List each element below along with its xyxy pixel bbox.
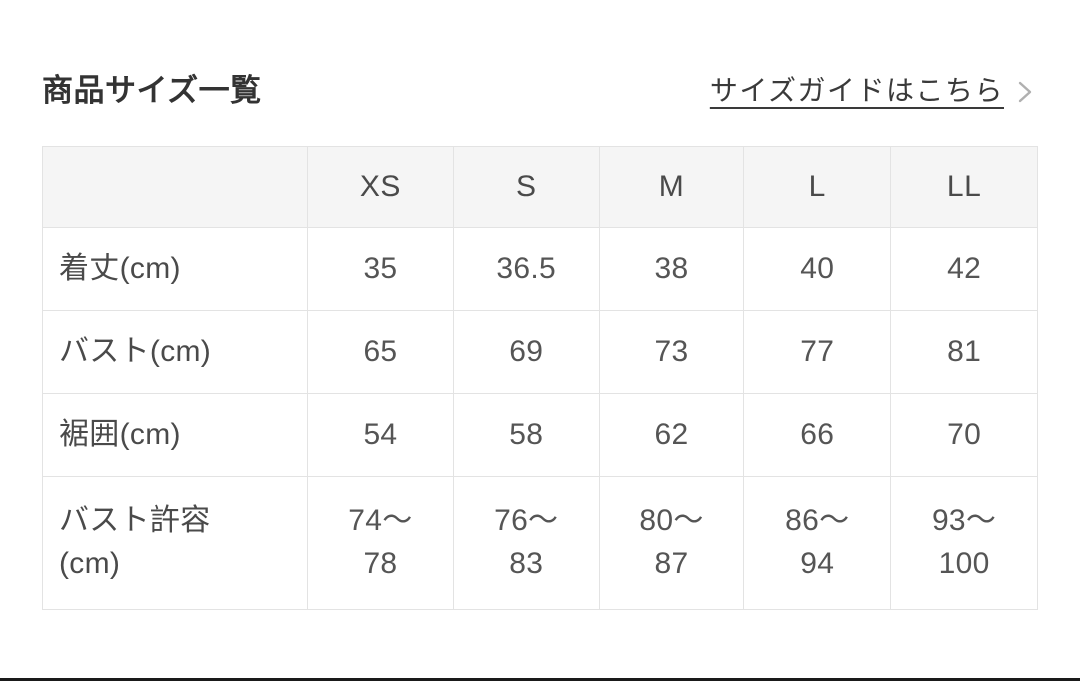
row-label-hem: 裾囲(cm) [41,393,309,477]
table-row: バスト(cm) 65 69 73 77 81 [41,310,1038,394]
cell-bust-tolerance-l-line2: 94 [800,547,835,580]
cell-bust-m: 73 [598,310,745,394]
bottom-divider [0,678,1080,681]
table-header-m: M [598,146,745,228]
size-guide-link-label: サイズガイドはこちら [709,75,1004,107]
row-label-bust-tolerance-line1: バスト許容 [59,504,211,538]
table-header-s: S [452,146,600,228]
table-header-xs: XS [307,146,454,228]
cell-bust-tolerance-s-line1: 76〜 [494,504,559,538]
size-table-container: XS S M L LL 着丈(cm) 35 36.5 38 40 42 バスト( [41,146,1038,610]
row-label-length: 着丈(cm) [41,227,309,311]
product-size-table: XS S M L LL 着丈(cm) 35 36.5 38 40 42 バスト( [41,146,1038,610]
cell-bust-xs: 65 [307,310,454,394]
cell-bust-tolerance-ll-line2: 100 [938,547,990,580]
cell-bust-tolerance-l: 86〜 94 [743,476,892,610]
section-header: 商品サイズ一覧 サイズガイドはこちら [42,60,1038,122]
cell-bust-tolerance-m-line2: 87 [654,547,689,580]
table-row: 裾囲(cm) 54 58 62 66 70 [41,393,1038,477]
chevron-right-icon [1014,79,1036,105]
cell-bust-tolerance-m: 80〜 87 [598,476,745,610]
cell-hem-l: 66 [743,393,892,477]
cell-hem-xs: 54 [307,393,454,477]
cell-bust-tolerance-s: 76〜 83 [452,476,600,610]
cell-bust-tolerance-l-line1: 86〜 [785,504,850,538]
cell-hem-ll: 70 [890,393,1038,477]
page-title: 商品サイズ一覧 [42,73,262,109]
cell-bust-tolerance-xs: 74〜 78 [307,476,454,610]
table-row: 着丈(cm) 35 36.5 38 40 42 [41,227,1038,311]
cell-length-m: 38 [598,227,745,311]
cell-bust-s: 69 [452,310,600,394]
cell-hem-m: 62 [598,393,745,477]
cell-bust-tolerance-ll-line1: 93〜 [931,504,997,538]
cell-bust-ll: 81 [890,310,1038,394]
cell-bust-l: 77 [743,310,892,394]
table-header-blank [41,146,309,228]
cell-bust-tolerance-m-line1: 80〜 [639,504,704,538]
row-label-bust-tolerance-line2: (cm) [59,547,121,580]
cell-length-l: 40 [743,227,892,311]
row-label-bust-tolerance: バスト許容 (cm) [41,476,309,610]
cell-bust-tolerance-xs-line2: 78 [363,547,398,580]
cell-hem-s: 58 [452,393,600,477]
table-header-ll: LL [890,146,1038,228]
table-header-l: L [743,146,892,228]
cell-length-xs: 35 [307,227,454,311]
size-guide-link[interactable]: サイズガイドはこちら [710,74,1038,108]
cell-bust-tolerance-s-line2: 83 [509,547,544,580]
row-label-bust: バスト(cm) [41,310,309,394]
table-row: バスト許容 (cm) 74〜 78 76〜 83 80〜 87 [41,476,1038,610]
cell-length-ll: 42 [890,227,1038,311]
cell-bust-tolerance-ll: 93〜 100 [890,476,1038,610]
cell-bust-tolerance-xs-line1: 74〜 [348,504,413,538]
table-header-row: XS S M L LL [41,146,1038,228]
cell-length-s: 36.5 [452,227,600,311]
